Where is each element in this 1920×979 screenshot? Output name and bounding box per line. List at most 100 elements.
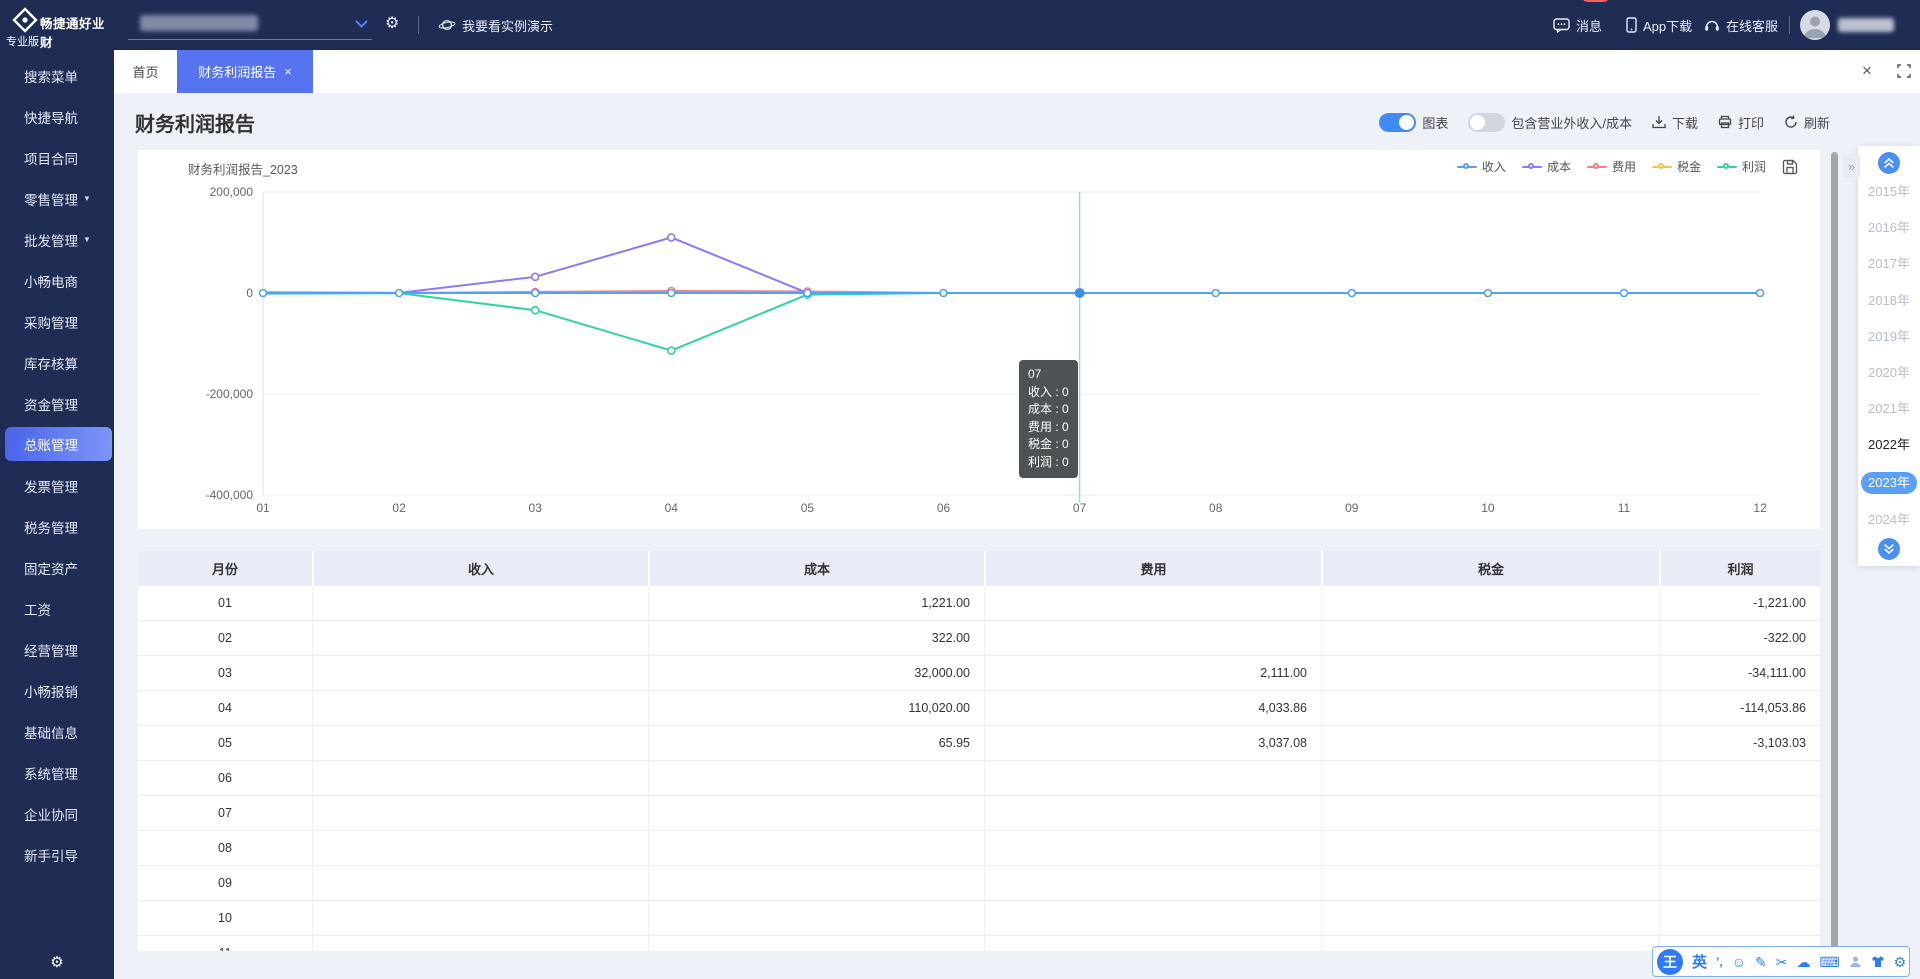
sidebar-item-基础信息[interactable]: 基础信息 xyxy=(24,725,78,741)
year-item-2018年[interactable]: 2018年 xyxy=(1868,292,1910,308)
messages-button[interactable]: 消息 99+ xyxy=(1553,0,1610,50)
sidebar-item-库存核算[interactable]: 库存核算 xyxy=(24,356,78,372)
table-row[interactable]: 09 xyxy=(138,866,1820,901)
year-item-2017年[interactable]: 2017年 xyxy=(1868,256,1910,272)
include-nonoperating-toggle[interactable]: 包含营业外收入/成本 xyxy=(1468,112,1632,132)
table-row[interactable]: 03 32,000.00 2,111.00 -34,111.00 xyxy=(138,656,1820,691)
legend-marker xyxy=(1521,162,1542,169)
table-cell xyxy=(312,866,648,900)
sidebar-item-工资[interactable]: 工资 xyxy=(24,602,51,618)
sidebar-item-资金管理[interactable]: 资金管理 xyxy=(24,397,78,413)
fullscreen-icon[interactable] xyxy=(1897,64,1911,78)
table-row[interactable]: 02 322.00 -322.00 xyxy=(138,621,1820,656)
sidebar-item-发票管理[interactable]: 发票管理 xyxy=(24,479,78,495)
tab-home[interactable]: 首页 xyxy=(132,65,159,80)
user-avatar[interactable] xyxy=(1800,10,1830,40)
sidebar-item-采购管理[interactable]: 采购管理 xyxy=(24,315,78,331)
table-cell xyxy=(312,726,648,760)
ime-settings-gear-icon[interactable]: ⚙ xyxy=(1893,953,1907,970)
sidebar-item-经营管理[interactable]: 经营管理 xyxy=(24,643,78,659)
table-row[interactable]: 08 xyxy=(138,831,1820,866)
sidebar-item-新手引导[interactable]: 新手引导 xyxy=(24,848,78,864)
print-button[interactable]: 打印 xyxy=(1718,113,1764,132)
tab-financial-profit-report[interactable]: 财务利润报告 × xyxy=(177,50,313,93)
legend-marker xyxy=(1651,162,1672,169)
tab-close-icon[interactable]: × xyxy=(284,64,292,79)
sidebar-item-系统管理[interactable]: 系统管理 xyxy=(24,766,78,782)
demo-link[interactable]: 我要看实例演示 xyxy=(438,0,553,50)
ime-emoji-icon[interactable]: ☺ xyxy=(1731,953,1746,970)
include-nonoperating-switch[interactable] xyxy=(1468,112,1506,132)
profit-table: 月份 收入 成本 费用 税金 利润 01 1,221.00 -1,221.00 02 322.00… xyxy=(138,551,1820,951)
refresh-button[interactable]: 刷新 xyxy=(1784,113,1830,132)
ime-handwriting-icon[interactable]: ✎ xyxy=(1754,953,1767,970)
sidebar-item-总账管理[interactable]: 总账管理 xyxy=(5,427,112,461)
sidebar-item-项目合同[interactable]: 项目合同 xyxy=(24,151,78,167)
ime-keyboard-icon[interactable]: ⌨ xyxy=(1819,953,1840,970)
table-row[interactable]: 06 xyxy=(138,761,1820,796)
close-icon[interactable]: × xyxy=(1862,61,1872,80)
table-row[interactable]: 01 1,221.00 -1,221.00 xyxy=(138,586,1820,621)
chart-toggle[interactable]: 图表 xyxy=(1379,112,1448,132)
save-chart-icon[interactable] xyxy=(1782,159,1798,175)
years-scroll-up-button[interactable] xyxy=(1878,152,1900,174)
tab-bar: 首页 财务利润报告 × × xyxy=(114,50,1920,93)
legend-item-税金[interactable]: 税金 xyxy=(1651,158,1701,175)
legend-item-成本[interactable]: 成本 xyxy=(1521,158,1571,175)
svg-text:08: 08 xyxy=(1209,501,1223,515)
table-row[interactable]: 07 xyxy=(138,796,1820,831)
ime-account-icon[interactable] xyxy=(1849,955,1862,968)
table-row[interactable]: 10 xyxy=(138,901,1820,936)
online-support-button[interactable]: 在线客服 xyxy=(1704,0,1778,50)
sidebar-item-固定资产[interactable]: 固定资产 xyxy=(24,561,78,577)
year-item-2020年[interactable]: 2020年 xyxy=(1868,365,1910,381)
sidebar-settings-gear-icon[interactable]: ⚙ xyxy=(50,954,64,971)
sidebar-item-零售管理[interactable]: 零售管理 ▼ xyxy=(24,192,91,208)
sidebar-item-税务管理[interactable]: 税务管理 xyxy=(24,520,78,536)
ime-language-mode[interactable]: 英 xyxy=(1692,954,1708,971)
table-row[interactable]: 05 65.95 3,037.08 -3,103.03 xyxy=(138,726,1820,761)
sidebar-item-企业协同[interactable]: 企业协同 xyxy=(24,807,78,823)
ime-punctuation-icon[interactable]: ’, xyxy=(1716,954,1723,969)
print-icon xyxy=(1718,115,1732,129)
download-button[interactable]: 下载 xyxy=(1652,113,1698,132)
sidebar-item-快捷导航[interactable]: 快捷导航 xyxy=(24,110,78,126)
year-item-2019年[interactable]: 2019年 xyxy=(1868,328,1910,344)
year-item-2022年[interactable]: 2022年 xyxy=(1868,437,1910,453)
settings-gear-icon[interactable]: ⚙ xyxy=(385,15,400,32)
year-item-2016年[interactable]: 2016年 xyxy=(1868,220,1910,236)
account-set-dropdown[interactable] xyxy=(128,10,372,40)
legend-item-费用[interactable]: 费用 xyxy=(1586,158,1636,175)
ime-skin-icon[interactable] xyxy=(1871,955,1885,968)
table-cell xyxy=(1321,796,1659,830)
year-item-2015年[interactable]: 2015年 xyxy=(1868,184,1910,200)
sidebar-item-小畅电商[interactable]: 小畅电商 xyxy=(24,274,78,290)
collapse-year-panel-button[interactable]: » xyxy=(1843,154,1860,178)
sidebar-item-搜索菜单[interactable]: 搜索菜单 xyxy=(24,69,78,85)
sidebar-item-批发管理[interactable]: 批发管理 ▼ xyxy=(24,233,91,249)
table-row[interactable]: 11 xyxy=(138,936,1820,951)
sidebar-menu: 搜索菜单快捷导航项目合同零售管理 ▼ 批发管理 ▼ 小畅电商采购管理库存核算资金管理总账… xyxy=(0,55,114,875)
table-row[interactable]: 04 110,020.00 4,033.86 -114,053.86 xyxy=(138,691,1820,726)
ime-cloud-icon[interactable]: ☁ xyxy=(1796,953,1811,970)
legend-item-利润[interactable]: 利润 xyxy=(1716,158,1766,175)
table-cell xyxy=(1321,831,1659,865)
table-body: 01 1,221.00 -1,221.00 02 322.00 -322.00 03 32,0… xyxy=(138,586,1820,951)
years-scroll-down-button[interactable] xyxy=(1878,538,1900,560)
page-title: 财务利润报告 xyxy=(135,114,255,136)
year-item-2021年[interactable]: 2021年 xyxy=(1868,401,1910,417)
legend-item-收入[interactable]: 收入 xyxy=(1456,158,1506,175)
app-download-button[interactable]: App下载 xyxy=(1626,0,1692,50)
brand-edition: 专业版 xyxy=(6,36,39,48)
sidebar-item-小畅报销[interactable]: 小畅报销 xyxy=(24,684,78,700)
year-item-2024年[interactable]: 2024年 xyxy=(1868,511,1910,527)
vertical-scrollbar[interactable] xyxy=(1831,152,1838,958)
year-item-2023年[interactable]: 2023年 xyxy=(1861,471,1917,494)
table-cell: 32,000.00 xyxy=(648,656,984,690)
ime-logo[interactable]: 王 xyxy=(1657,948,1683,975)
chart-toggle-switch[interactable] xyxy=(1379,112,1417,132)
legend-marker xyxy=(1716,162,1737,169)
table-cell xyxy=(648,761,984,795)
ime-clip-icon[interactable]: ✂ xyxy=(1775,953,1788,970)
